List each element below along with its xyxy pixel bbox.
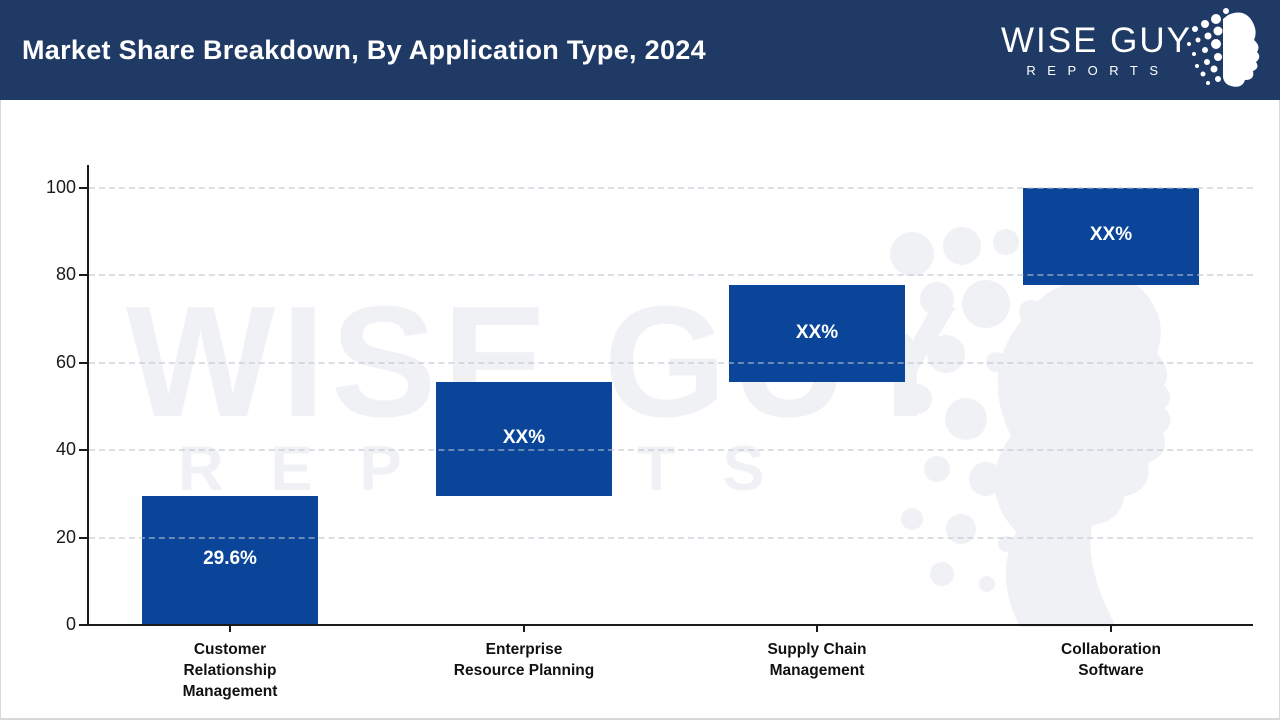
- y-tick-label: 80: [55, 264, 76, 284]
- wiseguy-logo: WISE GUY REPORTS: [1001, 7, 1264, 93]
- x-tick-mark: [816, 626, 818, 632]
- bar-segment: [142, 495, 318, 625]
- y-tick-label: 0: [65, 614, 76, 634]
- bar-value-label: XX%: [795, 321, 839, 343]
- x-tick-mark: [1110, 626, 1112, 632]
- bar-value-label: 29.6%: [203, 548, 257, 570]
- logo-primary-text: WISE GUY: [1000, 20, 1192, 60]
- y-tick-mark: [79, 536, 87, 539]
- category-label: Collaboration Software: [1061, 641, 1161, 679]
- page-title: Market Share Breakdown, By Application T…: [22, 34, 706, 65]
- y-tick-label: 20: [55, 526, 76, 547]
- x-tick-mark: [523, 626, 525, 632]
- category-label: Supply Chain Management: [767, 641, 867, 679]
- y-gridline: [89, 536, 1253, 539]
- bar-segment: [729, 285, 905, 383]
- wiseguy-face-icon: [1187, 8, 1260, 87]
- header-bar: Market Share Breakdown, By Application T…: [0, 0, 1280, 100]
- y-tick-mark: [79, 361, 87, 364]
- bar-segment: [1023, 187, 1199, 286]
- bar-value-label: XX%: [1089, 224, 1133, 246]
- y-tick-label: 40: [55, 439, 76, 459]
- y-axis-line: [87, 165, 89, 626]
- y-tick-label: 100: [45, 176, 76, 197]
- y-tick-mark: [79, 186, 87, 189]
- category-label: Customer Relationship Management: [182, 641, 278, 700]
- bar-value-label: XX%: [502, 426, 546, 448]
- y-gridline: [89, 361, 1253, 364]
- logo-secondary-text: REPORTS: [1026, 62, 1170, 78]
- y-tick-mark: [79, 274, 87, 276]
- y-tick-mark: [79, 624, 87, 626]
- x-tick-mark: [229, 626, 231, 632]
- category-label: Enterprise Resource Planning: [453, 641, 595, 679]
- y-tick-mark: [79, 449, 87, 451]
- y-gridline: [89, 274, 1253, 276]
- x-axis-line: [87, 624, 1253, 626]
- logo-text: WISE GUY REPORTS: [1001, 23, 1192, 78]
- y-tick-label: 60: [55, 351, 76, 372]
- bar-segment: [436, 382, 612, 496]
- y-gridline: [89, 449, 1253, 451]
- y-gridline: [89, 186, 1253, 189]
